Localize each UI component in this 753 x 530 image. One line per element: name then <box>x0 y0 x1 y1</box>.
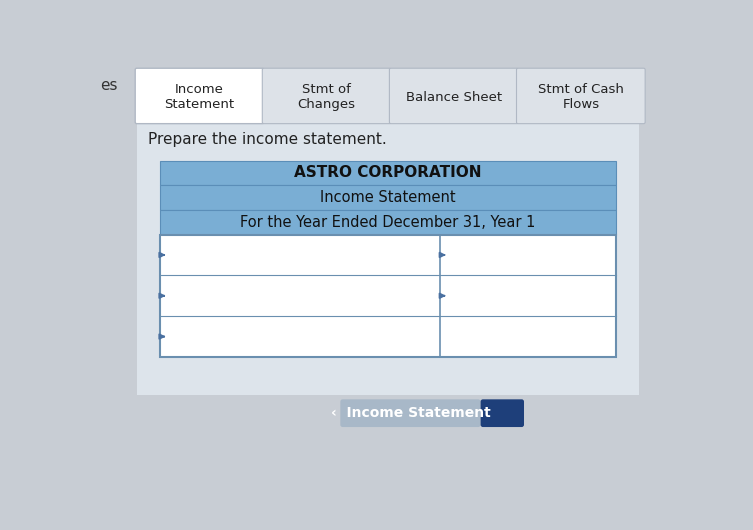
Text: Stmt of Cash
Flows: Stmt of Cash Flows <box>538 84 623 111</box>
FancyBboxPatch shape <box>480 399 524 427</box>
Bar <box>160 210 616 235</box>
Text: Income Statement: Income Statement <box>320 190 456 205</box>
Bar <box>160 186 616 210</box>
Bar <box>160 235 616 357</box>
Text: ASTRO CORPORATION: ASTRO CORPORATION <box>294 165 482 180</box>
FancyBboxPatch shape <box>389 68 518 123</box>
FancyBboxPatch shape <box>262 68 391 123</box>
Text: ‹  Income Statement: ‹ Income Statement <box>331 406 490 420</box>
Text: Stmt of
Changes: Stmt of Changes <box>297 84 355 111</box>
Bar <box>137 122 639 395</box>
FancyBboxPatch shape <box>517 68 645 123</box>
FancyBboxPatch shape <box>340 399 480 427</box>
Bar <box>160 161 616 186</box>
FancyBboxPatch shape <box>136 68 264 123</box>
Text: Prepare the income statement.: Prepare the income statement. <box>148 131 386 147</box>
Text: For the Year Ended December 31, Year 1: For the Year Ended December 31, Year 1 <box>240 215 535 229</box>
Text: es: es <box>100 78 117 93</box>
Text: Balance Sheet: Balance Sheet <box>406 91 501 104</box>
Text: Income
Statement: Income Statement <box>164 84 235 111</box>
